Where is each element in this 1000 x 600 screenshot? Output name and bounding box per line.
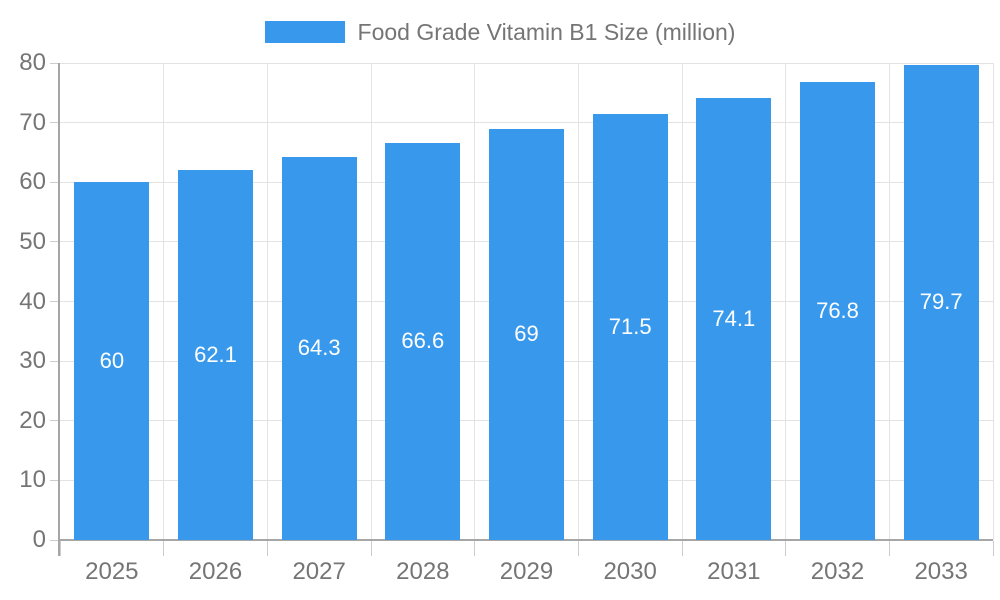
bar[interactable]: 66.6 xyxy=(385,142,461,540)
bar[interactable]: 74.1 xyxy=(696,98,772,540)
gridline-vertical xyxy=(992,63,994,540)
y-axis-tick xyxy=(50,122,60,124)
y-axis-tick xyxy=(50,181,60,183)
y-axis-tick xyxy=(50,479,60,481)
bar-value-label: 62.1 xyxy=(194,341,237,367)
y-axis-tick xyxy=(50,241,60,243)
x-axis-label: 2031 xyxy=(707,558,761,585)
legend-label: Food Grade Vitamin B1 Size (million) xyxy=(357,19,736,45)
bar-value-label: 64.3 xyxy=(297,335,341,361)
gridline-vertical xyxy=(474,63,476,540)
x-axis-label: 2030 xyxy=(603,558,657,585)
y-axis-tick xyxy=(50,360,60,362)
y-axis-label: 60 xyxy=(19,168,46,196)
bar[interactable]: 76.8 xyxy=(800,82,875,540)
gridline-vertical xyxy=(577,63,579,540)
gridline-horizontal xyxy=(60,62,993,64)
y-axis-label: 40 xyxy=(19,287,46,315)
x-axis-tick xyxy=(59,541,61,556)
x-axis-tick xyxy=(992,541,994,556)
x-axis-label: 2025 xyxy=(85,558,139,585)
x-axis-line xyxy=(58,539,993,541)
x-axis-label: 2032 xyxy=(810,558,865,585)
bar-value-label: 66.6 xyxy=(401,328,445,354)
x-axis-tick xyxy=(577,541,579,556)
y-axis-label: 10 xyxy=(19,466,46,494)
x-axis-tick xyxy=(888,541,890,556)
bar[interactable]: 71.5 xyxy=(592,113,668,540)
x-axis-label: 2027 xyxy=(292,558,346,585)
x-axis-tick xyxy=(785,541,787,556)
bar-value-label: 74.1 xyxy=(712,306,756,332)
bar[interactable]: 69 xyxy=(489,128,564,540)
gridline-vertical xyxy=(370,63,372,540)
y-axis-label: 30 xyxy=(19,347,46,375)
x-axis-tick xyxy=(266,541,268,556)
gridline-vertical xyxy=(681,63,683,540)
bar[interactable]: 79.7 xyxy=(903,64,979,540)
x-axis-label: 2026 xyxy=(188,558,243,585)
x-axis-label: 2028 xyxy=(396,558,450,585)
bar-value-label: 79.7 xyxy=(919,289,963,315)
y-axis-label: 20 xyxy=(19,406,46,434)
bar[interactable]: 64.3 xyxy=(281,156,357,540)
bar-value-label: 60 xyxy=(99,348,125,374)
y-axis-label: 0 xyxy=(32,526,46,553)
y-axis-label: 80 xyxy=(19,49,46,76)
y-axis-tick xyxy=(50,301,60,302)
bar[interactable]: 62.1 xyxy=(178,169,253,540)
bar-value-label: 71.5 xyxy=(608,313,652,339)
x-axis-label: 2033 xyxy=(914,558,968,585)
gridline-vertical xyxy=(785,63,787,540)
gridline-vertical xyxy=(163,63,165,540)
x-axis-tick xyxy=(474,541,476,556)
y-axis-label: 50 xyxy=(19,227,46,255)
gridline-vertical xyxy=(266,63,268,540)
x-axis-label: 2029 xyxy=(499,558,554,585)
bar-value-label: 76.8 xyxy=(816,298,859,324)
y-axis-label: 70 xyxy=(19,108,46,136)
bar[interactable]: 60 xyxy=(74,182,150,540)
y-axis-tick xyxy=(50,420,60,422)
legend-swatch xyxy=(264,21,345,43)
y-axis-tick xyxy=(50,62,60,64)
y-axis-tick xyxy=(50,539,60,541)
gridline-horizontal xyxy=(60,122,993,124)
y-axis-line xyxy=(58,63,60,556)
legend[interactable]: Food Grade Vitamin B1 Size (million) xyxy=(0,19,1000,45)
gridline-vertical xyxy=(888,63,890,540)
x-axis-tick xyxy=(163,541,165,556)
x-axis-tick xyxy=(681,541,683,556)
x-axis-tick xyxy=(370,541,372,556)
bar-value-label: 69 xyxy=(514,321,539,347)
